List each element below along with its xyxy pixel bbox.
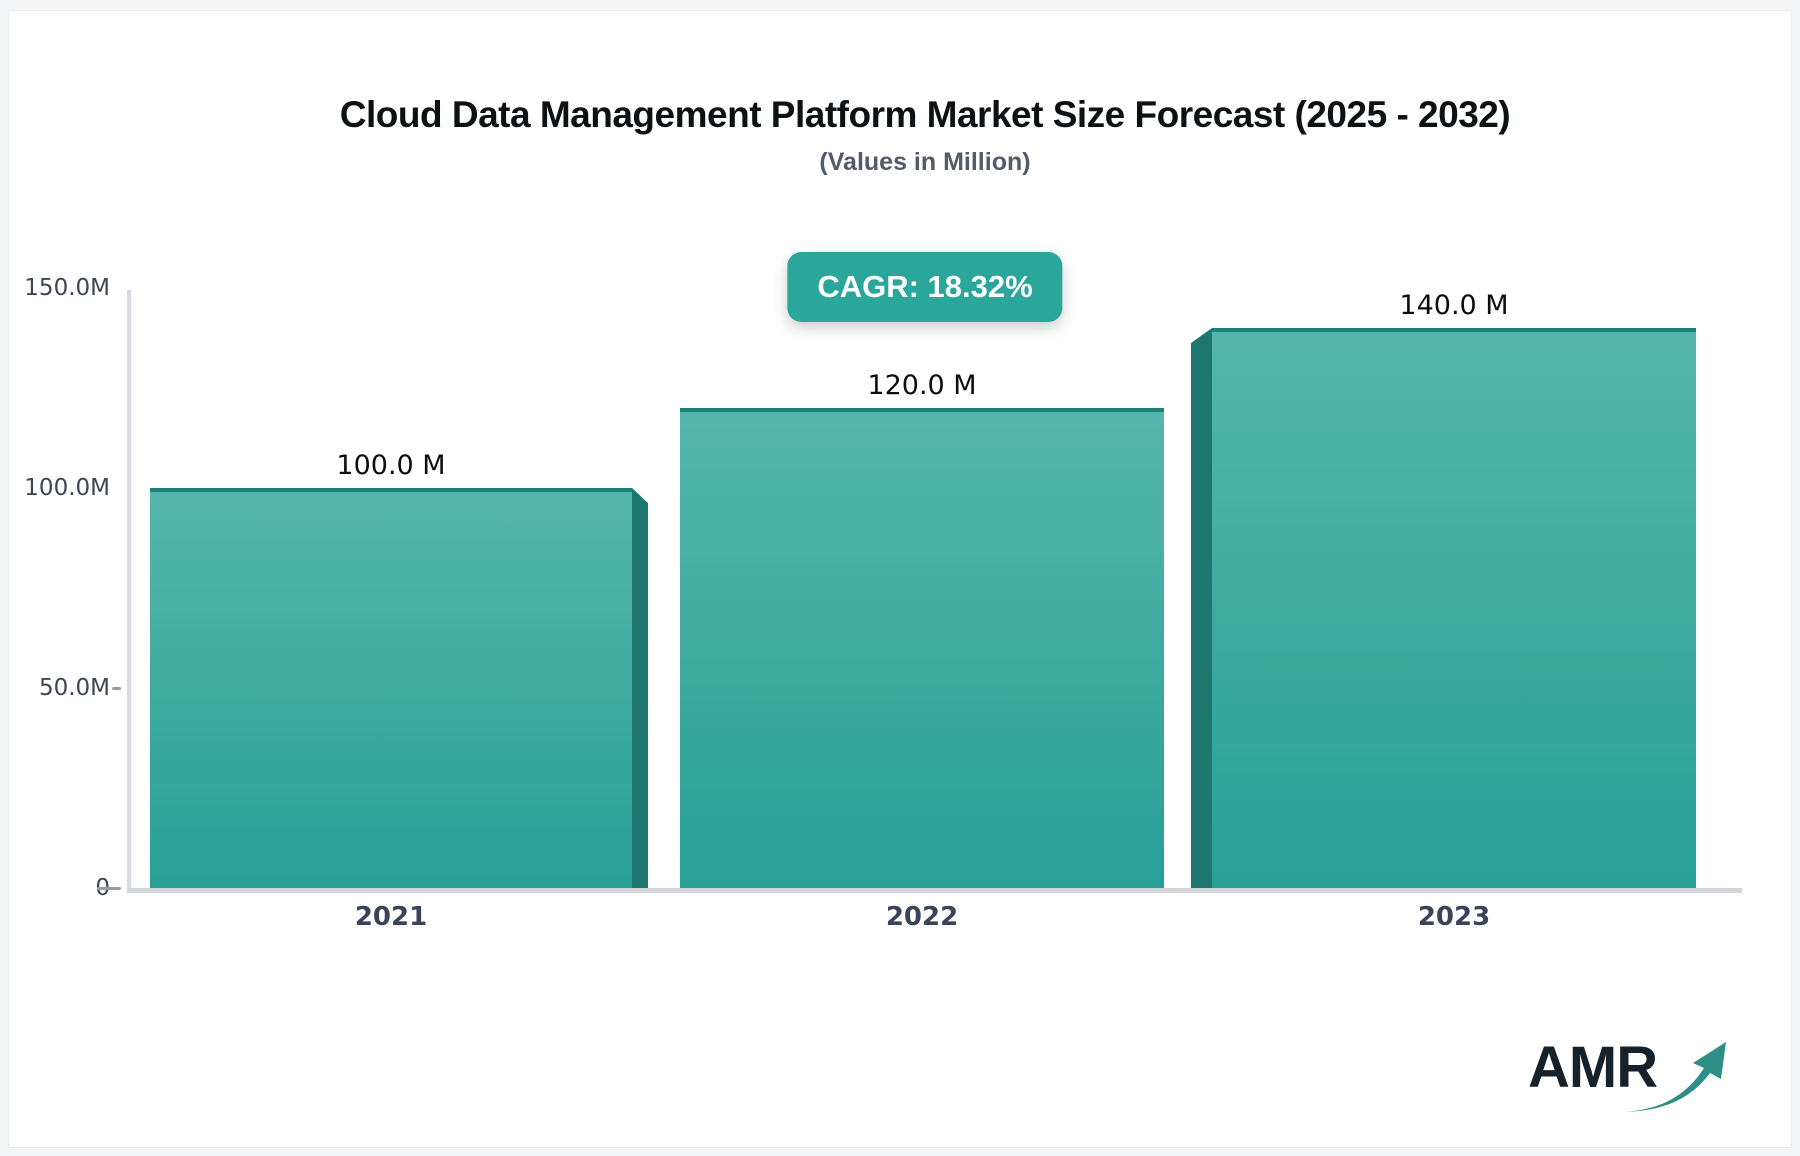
cagr-badge: CAGR: 18.32% (787, 252, 1063, 322)
chart-title: Cloud Data Management Platform Market Si… (339, 94, 1511, 135)
bar-value-label: 120.0 M (867, 370, 977, 401)
growth-arrow-icon (1624, 1042, 1726, 1112)
bar-2022 (680, 408, 1164, 888)
amr-logo-text: AMR (1528, 1035, 1658, 1100)
x-axis-line (127, 888, 1742, 893)
y-tick-label: 150.0M (24, 275, 110, 301)
x-category-label: 2021 (354, 902, 428, 932)
chart-subtitle: (Values in Million) (819, 148, 1031, 176)
x-category-label: 2022 (885, 902, 959, 932)
y-axis-line (127, 290, 131, 888)
bar-2021 (150, 488, 632, 888)
cagr-badge-label: CAGR: 18.32% (817, 269, 1033, 304)
bar-3d-side (1191, 328, 1212, 888)
bar-2023 (1212, 328, 1696, 888)
y-tick-label: 100.0M (24, 475, 110, 501)
bar-value-label: 100.0 M (336, 450, 446, 481)
y-tick-label: 50.0M (38, 675, 110, 701)
amr-logo: AMR (1528, 1026, 1728, 1118)
bar-value-label: 140.0 M (1399, 290, 1509, 321)
y-tick-label: 0 (0, 874, 110, 902)
bar-3d-side (632, 488, 648, 888)
y-tick-dash (112, 687, 121, 690)
x-category-label: 2023 (1417, 902, 1491, 932)
y-tick-dash (97, 887, 121, 890)
